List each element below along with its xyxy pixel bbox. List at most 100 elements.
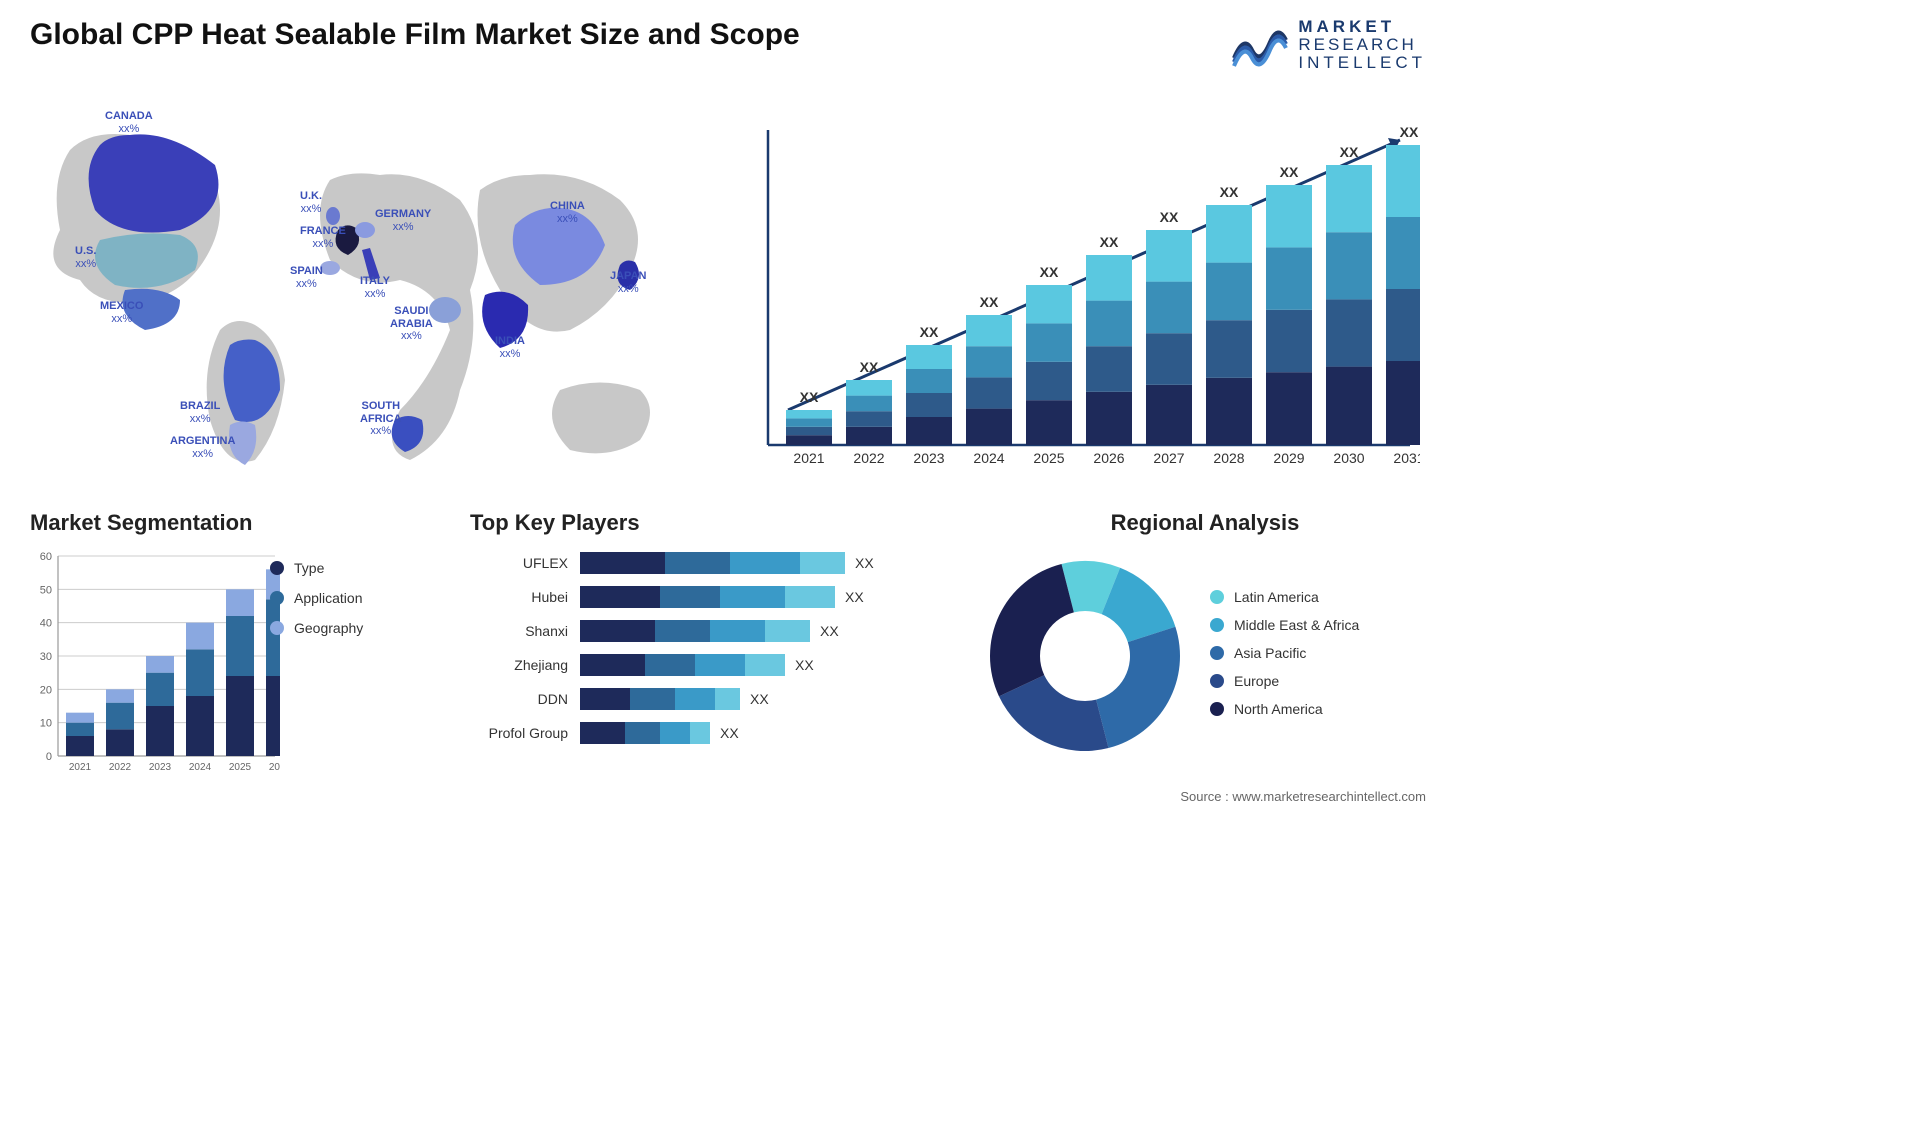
svg-text:2026: 2026 <box>269 762 280 773</box>
svg-text:XX: XX <box>860 359 879 375</box>
svg-text:2024: 2024 <box>973 450 1004 466</box>
player-label: Hubei <box>470 589 580 605</box>
player-bar <box>580 552 845 574</box>
player-label: DDN <box>470 691 580 707</box>
logo-text-l1: MARKET <box>1298 18 1426 36</box>
page-title: Global CPP Heat Sealable Film Market Siz… <box>30 18 800 52</box>
svg-text:XX: XX <box>1220 184 1239 200</box>
svg-text:40: 40 <box>40 618 52 630</box>
svg-text:2023: 2023 <box>913 450 944 466</box>
svg-text:2026: 2026 <box>1093 450 1124 466</box>
map-label: GERMANYxx% <box>375 208 431 233</box>
svg-text:XX: XX <box>1160 209 1179 225</box>
svg-text:2023: 2023 <box>149 762 172 773</box>
svg-text:2031: 2031 <box>1393 450 1420 466</box>
legend-item: Latin America <box>1210 589 1359 605</box>
player-value: XX <box>845 589 864 605</box>
player-value: XX <box>855 555 874 571</box>
svg-text:XX: XX <box>1040 264 1059 280</box>
legend-item: Application <box>270 590 363 606</box>
player-bar <box>580 586 835 608</box>
svg-text:XX: XX <box>1400 124 1419 140</box>
segmentation-title: Market Segmentation <box>30 510 430 536</box>
logo-wave-icon <box>1232 22 1288 68</box>
legend-item: Asia Pacific <box>1210 645 1359 661</box>
svg-text:2021: 2021 <box>69 762 92 773</box>
map-label: FRANCExx% <box>300 225 346 250</box>
svg-text:2025: 2025 <box>229 762 252 773</box>
svg-text:2025: 2025 <box>1033 450 1064 466</box>
map-label: SAUDIARABIAxx% <box>390 305 433 343</box>
legend-item: Geography <box>270 620 363 636</box>
svg-text:2028: 2028 <box>1213 450 1244 466</box>
player-label: Shanxi <box>470 623 580 639</box>
map-label: U.K.xx% <box>300 190 322 215</box>
svg-text:2029: 2029 <box>1273 450 1304 466</box>
player-value: XX <box>750 691 769 707</box>
legend-item: Type <box>270 560 363 576</box>
svg-text:60: 60 <box>40 551 52 563</box>
player-label: Zhejiang <box>470 657 580 673</box>
svg-text:10: 10 <box>40 718 52 730</box>
map-label: SOUTHAFRICAxx% <box>360 400 402 438</box>
map-label: ITALYxx% <box>360 275 390 300</box>
legend-item: Middle East & Africa <box>1210 617 1359 633</box>
svg-text:30: 30 <box>40 651 52 663</box>
player-bar <box>580 620 810 642</box>
map-label: U.S.xx% <box>75 245 96 270</box>
players-title: Top Key Players <box>470 510 950 536</box>
legend-item: Europe <box>1210 673 1359 689</box>
player-bar <box>580 654 785 676</box>
brand-logo: MARKET RESEARCH INTELLECT <box>1232 18 1426 72</box>
player-row: UFLEX XX <box>470 548 950 578</box>
regional-donut <box>980 548 1190 758</box>
svg-text:XX: XX <box>1280 164 1299 180</box>
legend-item: North America <box>1210 701 1359 717</box>
map-label: JAPANxx% <box>610 270 646 295</box>
player-bar <box>580 688 740 710</box>
player-row: Zhejiang XX <box>470 650 950 680</box>
map-label: MEXICOxx% <box>100 300 143 325</box>
source-caption: Source : www.marketresearchintellect.com <box>1180 789 1426 804</box>
svg-text:2022: 2022 <box>109 762 132 773</box>
logo-text-l2: RESEARCH <box>1298 36 1426 54</box>
map-label: CHINAxx% <box>550 200 585 225</box>
player-row: DDN XX <box>470 684 950 714</box>
regional-legend: Latin America Middle East & Africa Asia Pa… <box>1210 589 1359 717</box>
svg-text:50: 50 <box>40 584 52 596</box>
svg-text:2027: 2027 <box>1153 450 1184 466</box>
map-label: CANADAxx% <box>105 110 153 135</box>
regional-title: Regional Analysis <box>980 510 1430 536</box>
svg-text:20: 20 <box>40 684 52 696</box>
segmentation-section: Market Segmentation 0 10 20 30 40 50 60 2021 202… <box>30 510 430 778</box>
player-label: UFLEX <box>470 555 580 571</box>
player-row: Profol Group XX <box>470 718 950 748</box>
player-bar <box>580 722 710 744</box>
svg-text:2024: 2024 <box>189 762 212 773</box>
main-bar-chart: 2021 XX 2022 XX 2023 XX 2024 XX 2025 XX 2026 XX 2027… <box>750 100 1420 480</box>
logo-text-l3: INTELLECT <box>1298 54 1426 72</box>
segmentation-legend: Type Application Geography <box>270 560 363 636</box>
world-map: CANADAxx% U.S.xx% MEXICOxx% BRAZILxx% ARGENT… <box>30 90 700 490</box>
players-section: Top Key Players UFLEXXXHubeiXXShanxiXXZh… <box>470 510 950 752</box>
svg-text:XX: XX <box>1100 234 1119 250</box>
player-value: XX <box>820 623 839 639</box>
svg-text:0: 0 <box>46 751 52 763</box>
player-value: XX <box>720 725 739 741</box>
map-label: BRAZILxx% <box>180 400 220 425</box>
svg-text:XX: XX <box>1340 144 1359 160</box>
player-value: XX <box>795 657 814 673</box>
svg-text:2030: 2030 <box>1333 450 1364 466</box>
regional-section: Regional Analysis Latin America Middle Ea… <box>980 510 1430 758</box>
map-label: ARGENTINAxx% <box>170 435 235 460</box>
svg-text:2022: 2022 <box>853 450 884 466</box>
player-label: Profol Group <box>470 725 580 741</box>
map-label: SPAINxx% <box>290 265 323 290</box>
map-label: INDIAxx% <box>495 335 525 360</box>
svg-text:XX: XX <box>920 324 939 340</box>
svg-text:2021: 2021 <box>793 450 824 466</box>
svg-text:XX: XX <box>980 294 999 310</box>
svg-text:XX: XX <box>800 389 819 405</box>
player-row: Hubei XX <box>470 582 950 612</box>
player-row: Shanxi XX <box>470 616 950 646</box>
